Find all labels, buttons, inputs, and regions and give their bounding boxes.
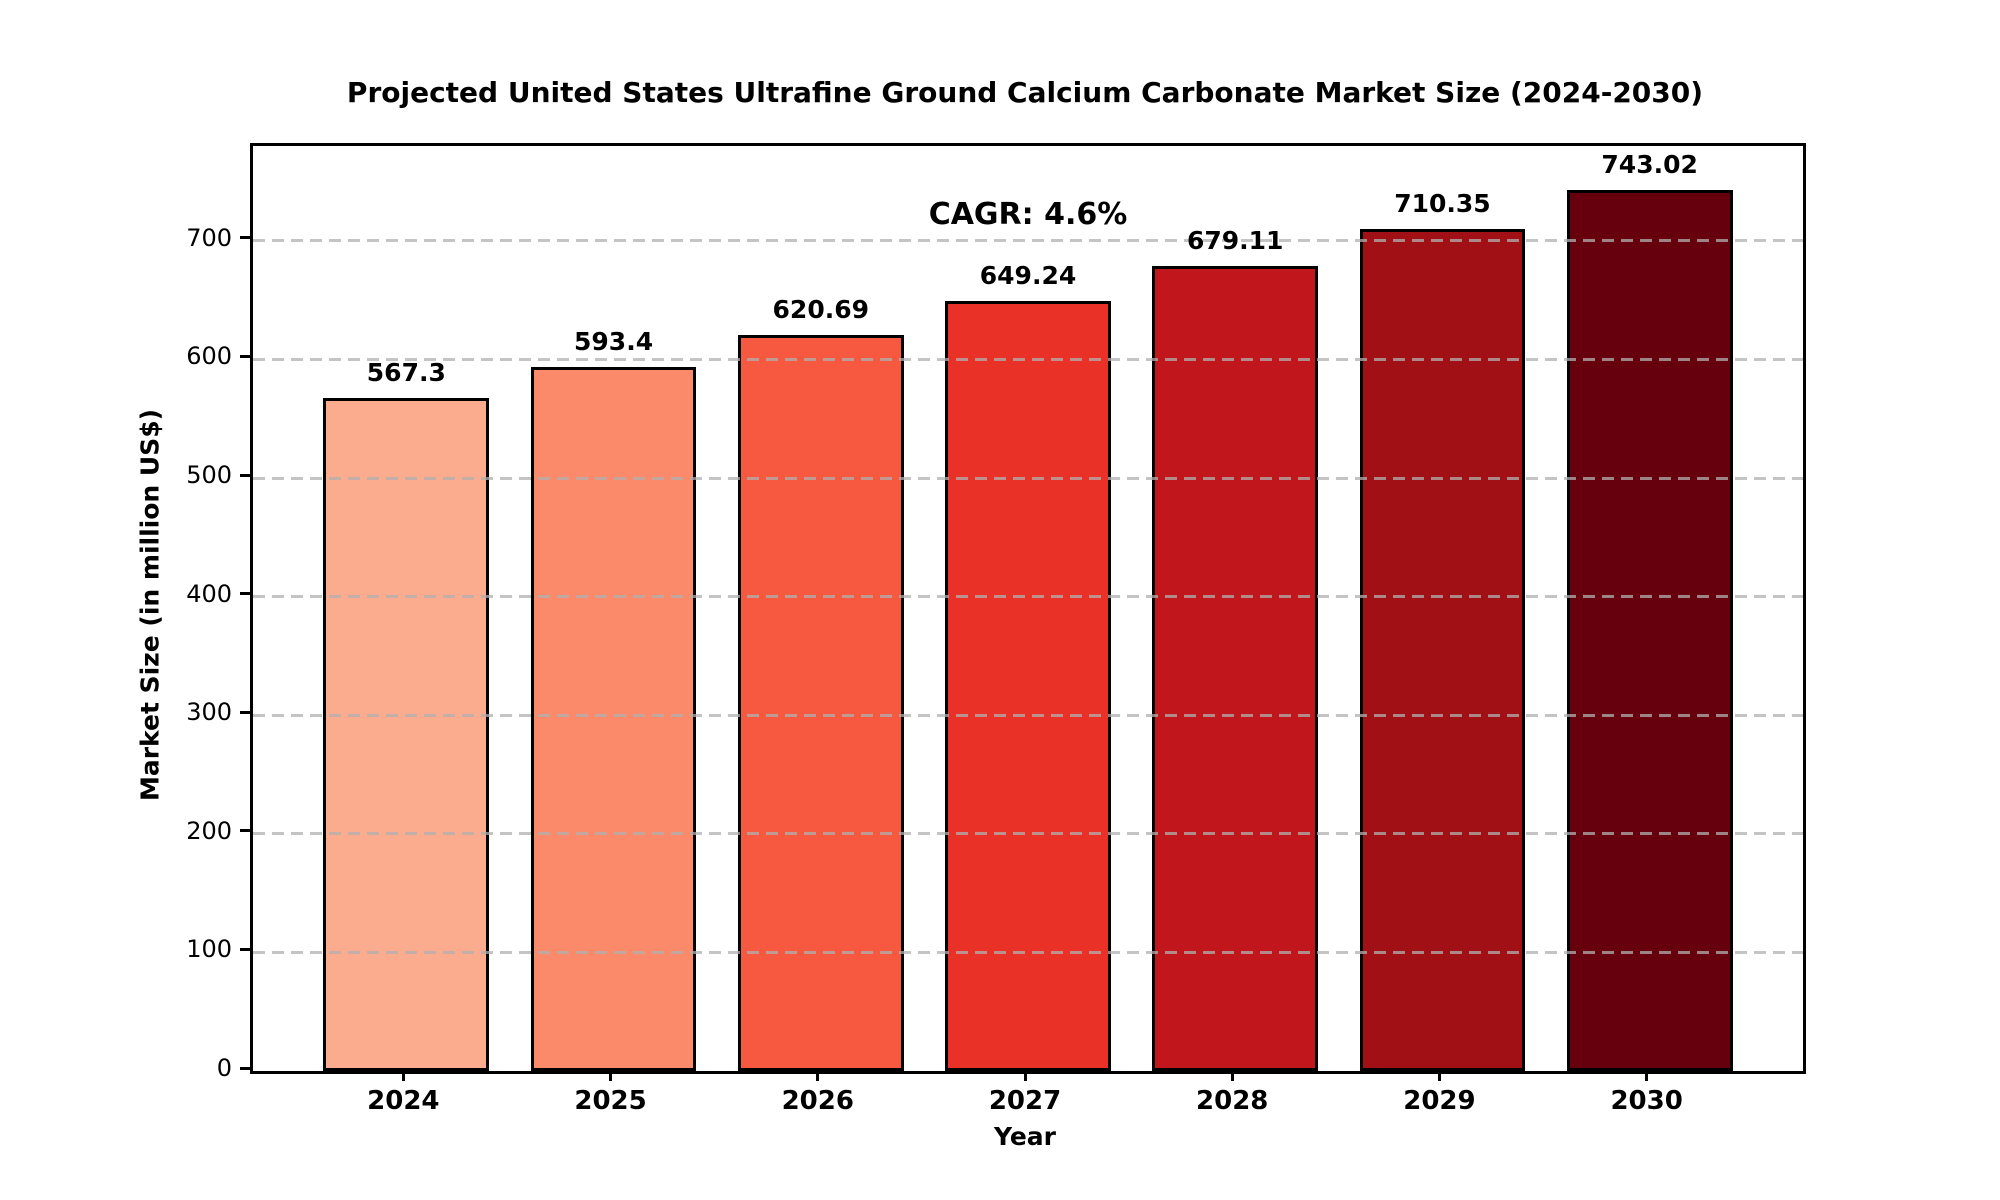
x-tick-label: 2029 xyxy=(1403,1086,1476,1116)
y-tick-mark xyxy=(240,1066,250,1070)
x-tick-mark xyxy=(1645,1071,1649,1081)
y-tick-label: 0 xyxy=(216,1054,232,1082)
bar xyxy=(737,334,904,1071)
x-tick-mark xyxy=(1437,1071,1441,1081)
plot-area: 567.3 593.4 620.69 649.24 679.11 710.35 743.02… xyxy=(250,143,1806,1074)
bar-value-label: 620.69 xyxy=(772,294,870,324)
x-tick-mark xyxy=(1023,1071,1027,1081)
x-tick-mark xyxy=(1230,1071,1234,1081)
bar xyxy=(1359,228,1526,1071)
y-tick-mark xyxy=(240,829,250,833)
y-tick-mark xyxy=(240,354,250,358)
x-tick-mark xyxy=(401,1071,405,1081)
bar-value-label: 710.35 xyxy=(1394,188,1491,218)
y-tick-label: 600 xyxy=(186,342,232,371)
y-tick-mark xyxy=(240,710,250,714)
y-tick-label: 700 xyxy=(186,223,232,252)
y-tick-label: 200 xyxy=(186,816,232,845)
chart-title: Projected United States Ultrafine Ground… xyxy=(346,76,1704,109)
x-tick-label: 2027 xyxy=(988,1086,1062,1116)
bar xyxy=(945,301,1111,1071)
y-tick-label: 400 xyxy=(186,579,232,608)
y-tick-label: 300 xyxy=(186,698,232,727)
bar xyxy=(1566,189,1733,1071)
x-tick-label: 2026 xyxy=(781,1086,854,1116)
y-tick-mark xyxy=(240,947,250,951)
x-tick-mark xyxy=(609,1071,613,1081)
bar xyxy=(323,398,490,1071)
x-tick-label: 2024 xyxy=(367,1086,440,1116)
x-tick-label: 2028 xyxy=(1196,1086,1269,1116)
x-axis-title: Year xyxy=(994,1122,1056,1151)
y-tick-mark xyxy=(240,473,250,477)
x-tick-label: 2030 xyxy=(1610,1086,1683,1116)
bar xyxy=(530,367,697,1071)
bar-value-label: 593.4 xyxy=(574,327,654,357)
cagr-annotation: CAGR: 4.6% xyxy=(928,196,1128,232)
y-tick-label: 500 xyxy=(186,461,232,490)
bar-value-label: 649.24 xyxy=(979,261,1077,291)
bar-value-label: 743.02 xyxy=(1601,149,1698,179)
x-tick-mark xyxy=(816,1071,820,1081)
y-tick-label: 100 xyxy=(186,935,232,964)
y-axis-title: Market Size (in million US$) xyxy=(135,408,165,802)
y-tick-mark xyxy=(240,236,250,240)
y-tick-mark xyxy=(240,592,250,596)
bar-value-label: 567.3 xyxy=(366,358,446,388)
bar xyxy=(1152,265,1319,1071)
bar-value-label: 679.11 xyxy=(1186,225,1284,255)
x-tick-label: 2025 xyxy=(574,1086,647,1116)
